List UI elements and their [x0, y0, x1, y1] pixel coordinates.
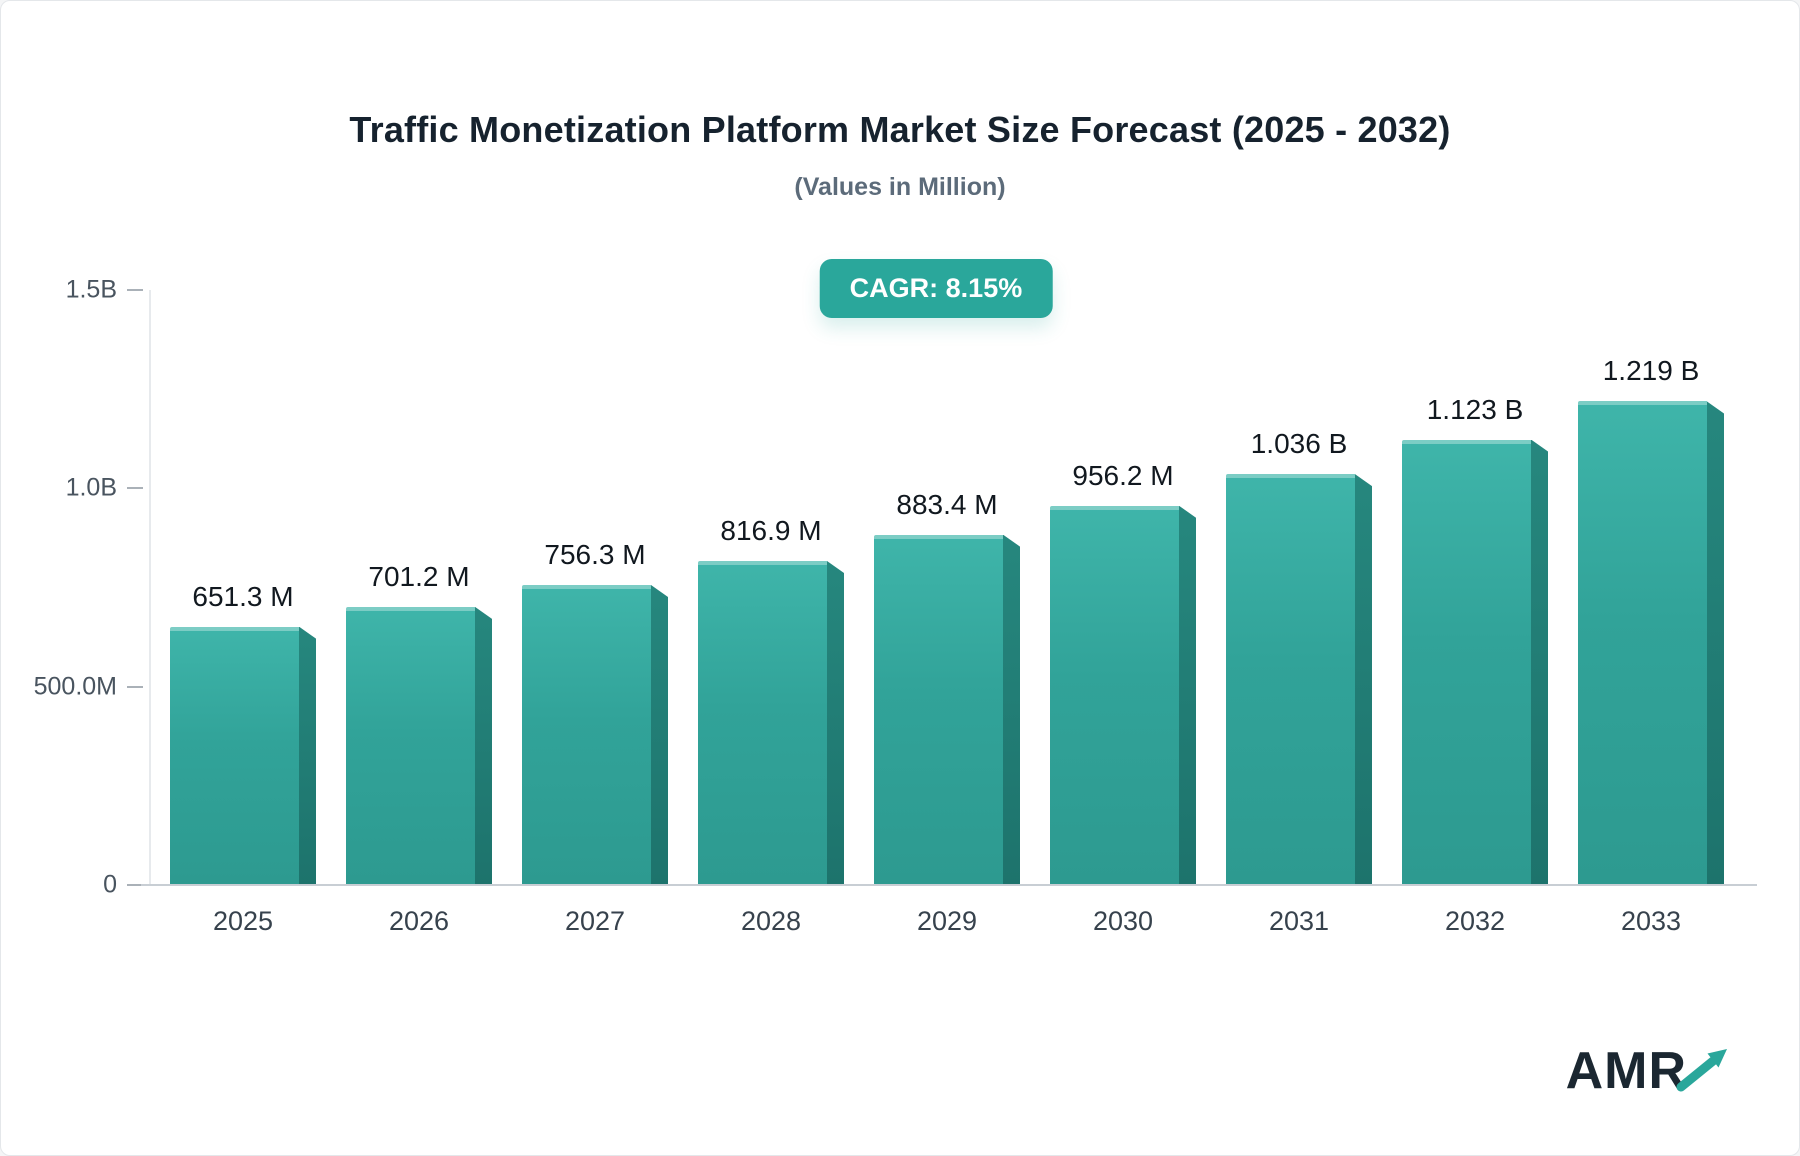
x-axis-tick-label: 2028 [740, 906, 802, 936]
y-axis-tick-label: 500.0M [33, 672, 117, 701]
bar-group: 756.3 M 2027 [507, 290, 683, 936]
x-axis-tick-label: 2033 [1620, 906, 1682, 936]
bar: 651.3 M [170, 581, 316, 885]
bar: 816.9 M [698, 515, 844, 885]
bar: 1.123 B [1402, 394, 1548, 885]
bars-container: 651.3 M 2025 701.2 M 2026 756.3 M 2027 816.9 M… [151, 290, 1743, 936]
bar: 701.2 M [346, 561, 492, 885]
chart-subtitle: (Values in Million) [794, 173, 1006, 201]
bar-value-label: 756.3 M [544, 539, 646, 571]
bar-group: 1.036 B 2031 [1211, 290, 1387, 936]
chart-title: Traffic Monetization Platform Market Siz… [349, 109, 1451, 150]
y-axis-tick-mark [127, 487, 143, 490]
chart-plot-area: 0 500.0M 1.0B 1.5B 651.3 M 2025 701.2 M 2026 75… [34, 276, 1757, 936]
y-axis-tick-label: 0 [103, 870, 117, 899]
bar-group: 701.2 M 2026 [331, 290, 507, 936]
bar-side-face [651, 585, 668, 885]
y-axis-tick-mark [127, 884, 143, 886]
x-axis-tick-label: 2031 [1268, 906, 1330, 936]
x-axis-tick-label: 2030 [1092, 906, 1154, 936]
bar-front-face [1578, 401, 1707, 885]
bar-side-face [1003, 534, 1020, 885]
bar-front-face [1226, 474, 1355, 885]
bar-value-label: 956.2 M [1072, 459, 1174, 491]
bar: 1.219 B [1578, 355, 1724, 885]
bar-value-label: 701.2 M [368, 560, 470, 592]
bar-group: 1.123 B 2032 [1387, 290, 1563, 936]
bar-group: 1.219 B 2033 [1563, 290, 1739, 936]
amr-logo: AMR [1566, 1041, 1735, 1101]
x-axis-tick-label: 2027 [564, 906, 626, 936]
bar-group: 883.4 M 2029 [859, 290, 1035, 936]
bar-front-face [874, 534, 1003, 885]
bar-group: 816.9 M 2028 [683, 290, 859, 936]
bar-side-face [827, 560, 844, 885]
bar: 956.2 M [1050, 460, 1196, 885]
bar-value-label: 816.9 M [720, 514, 822, 546]
bar-side-face [1355, 474, 1372, 885]
bar-front-face [346, 606, 475, 885]
x-axis-tick-label: 2025 [212, 906, 274, 936]
bar-side-face [1179, 505, 1196, 885]
bar: 1.036 B [1226, 428, 1372, 885]
bar: 756.3 M [522, 539, 668, 885]
y-axis-tick-mark [127, 289, 143, 291]
bar: 883.4 M [874, 489, 1020, 885]
bar-front-face [522, 585, 651, 885]
bar-side-face [1707, 401, 1724, 885]
bar-side-face [1531, 439, 1548, 885]
x-axis-tick-label: 2026 [388, 906, 450, 936]
bar-group: 651.3 M 2025 [155, 290, 331, 936]
cagr-badge: CAGR: 8.15% [819, 259, 1053, 318]
bar-side-face [475, 606, 492, 885]
amr-logo-text: AMR [1565, 1042, 1687, 1100]
bar-value-label: 883.4 M [896, 488, 998, 520]
x-axis-tick-label: 2032 [1444, 906, 1506, 936]
y-axis-tick-label: 1.5B [65, 275, 117, 304]
y-axis-line [149, 290, 151, 885]
y-axis-tick-mark [127, 685, 143, 688]
y-axis-tick-label: 1.0B [65, 473, 117, 502]
bar-value-label: 1.036 B [1250, 428, 1348, 460]
bar-value-label: 1.219 B [1602, 355, 1700, 387]
x-axis-line [141, 884, 1757, 886]
bar-value-label: 651.3 M [192, 580, 294, 612]
bar-front-face [1050, 505, 1179, 885]
bar-front-face [698, 560, 827, 885]
bar-value-label: 1.123 B [1426, 393, 1524, 425]
bar-front-face [170, 626, 299, 885]
growth-arrow-icon [1676, 1049, 1727, 1092]
bar-side-face [299, 626, 316, 885]
x-axis-tick-label: 2029 [916, 906, 978, 936]
bar-group: 956.2 M 2030 [1035, 290, 1211, 936]
bar-front-face [1402, 439, 1531, 885]
